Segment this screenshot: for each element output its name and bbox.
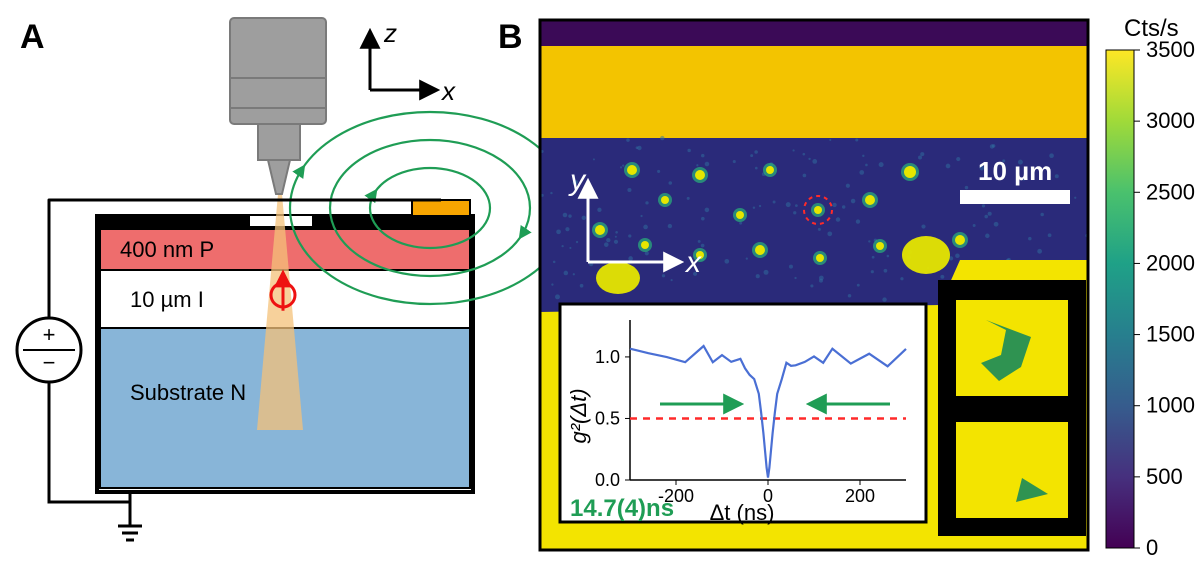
colorbar-tick: 3000 (1146, 108, 1195, 133)
colorbar-tick: 1500 (1146, 322, 1195, 347)
colorbar-tick: 0 (1146, 535, 1158, 560)
figure: A B 400 nm P10 µm ISubstrate Nzx+− yx10 … (0, 0, 1200, 570)
colorbar-tick: 2500 (1146, 179, 1195, 204)
colorbar-tick: 2000 (1146, 250, 1195, 275)
colorbar (1106, 50, 1134, 548)
colorbar-tick: 3500 (1146, 37, 1195, 62)
colorbar-tick: 500 (1146, 464, 1183, 489)
colorbar-svg: Cts/s0500100015002000250030003500 (0, 0, 1200, 570)
colorbar-tick: 1000 (1146, 393, 1195, 418)
